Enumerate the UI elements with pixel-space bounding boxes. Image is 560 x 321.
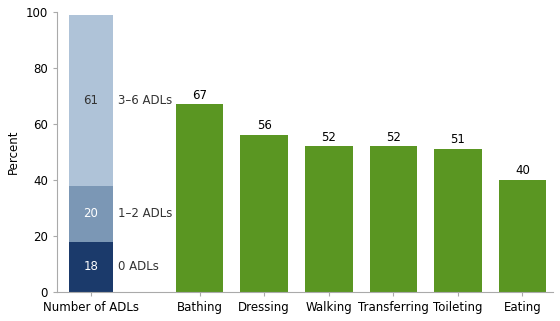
Text: 52: 52 bbox=[386, 131, 401, 143]
Text: 20: 20 bbox=[83, 207, 98, 220]
Text: 51: 51 bbox=[450, 134, 465, 146]
Text: 67: 67 bbox=[192, 89, 207, 101]
Text: 61: 61 bbox=[83, 94, 98, 107]
Text: 18: 18 bbox=[83, 260, 98, 273]
Bar bbox=[434, 149, 482, 292]
Bar bbox=[240, 135, 288, 292]
Text: 3–6 ADLs: 3–6 ADLs bbox=[118, 94, 172, 107]
Bar bbox=[69, 242, 113, 292]
Text: 40: 40 bbox=[515, 164, 530, 177]
Y-axis label: Percent: Percent bbox=[7, 130, 20, 174]
Bar bbox=[498, 180, 546, 292]
Bar bbox=[305, 146, 352, 292]
Bar bbox=[370, 146, 417, 292]
Bar bbox=[176, 104, 223, 292]
Text: 56: 56 bbox=[256, 119, 272, 132]
Text: 52: 52 bbox=[321, 131, 336, 143]
Text: 1–2 ADLs: 1–2 ADLs bbox=[118, 207, 172, 220]
Bar bbox=[69, 15, 113, 186]
Bar bbox=[69, 186, 113, 242]
Text: 0 ADLs: 0 ADLs bbox=[118, 260, 158, 273]
